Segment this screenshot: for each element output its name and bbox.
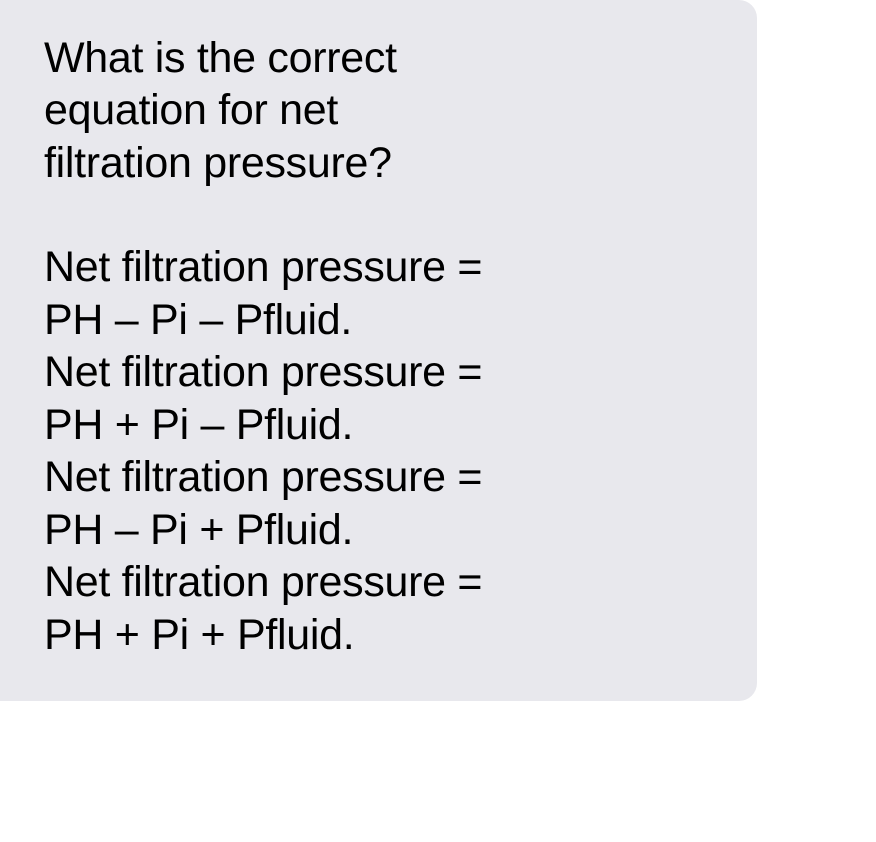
question-line-1: What is the correct xyxy=(44,32,713,84)
option-formula: PH – Pi – Pfluid. xyxy=(44,294,713,346)
options-list: Net filtration pressure = PH – Pi – Pflu… xyxy=(44,241,713,661)
message-bubble: What is the correct equation for net fil… xyxy=(0,0,757,701)
question-line-2: equation for net xyxy=(44,84,713,136)
option-formula: PH – Pi + Pfluid. xyxy=(44,504,713,556)
option-formula: PH + Pi – Pfluid. xyxy=(44,399,713,451)
option-label: Net filtration pressure = xyxy=(44,556,713,608)
option-formula: PH + Pi + Pfluid. xyxy=(44,609,713,661)
option-label: Net filtration pressure = xyxy=(44,346,713,398)
question-text: What is the correct equation for net fil… xyxy=(44,32,713,189)
option-label: Net filtration pressure = xyxy=(44,451,713,503)
question-line-3: filtration pressure? xyxy=(44,137,713,189)
option-label: Net filtration pressure = xyxy=(44,241,713,293)
